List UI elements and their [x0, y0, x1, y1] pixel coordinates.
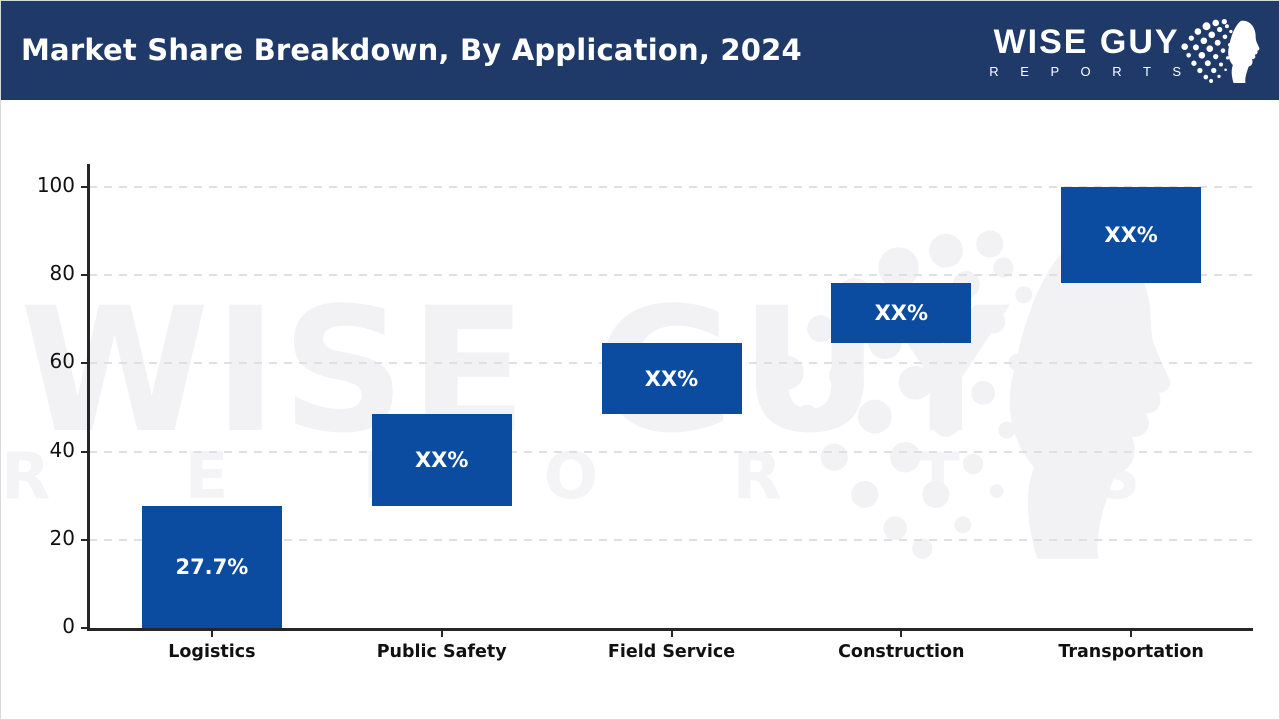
y-axis-line	[87, 164, 90, 630]
bar-transportation: XX%	[1061, 187, 1202, 283]
x-tick-mark-construction	[900, 628, 903, 637]
chart-title: Market Share Breakdown, By Application, …	[21, 33, 802, 67]
x-tick-mark-field-service	[670, 628, 673, 637]
y-tick-mark-60	[81, 362, 89, 365]
y-tick-label-60: 60	[49, 349, 75, 374]
x-tick-mark-logistics	[210, 628, 213, 637]
x-axis-line	[87, 627, 1253, 631]
y-tick-mark-20	[81, 538, 89, 541]
wiseguy-logo-text: WISE GUY R E P O R T S	[983, 25, 1190, 79]
chart-canvas: WISE GUY R E P O R T S 0 20 40 60 80 100 27.7%…	[1, 100, 1279, 719]
y-tick-label-20: 20	[49, 525, 75, 550]
bar-logistics: 27.7%	[141, 505, 282, 628]
bar-value-label-public-safety: XX%	[414, 447, 469, 472]
bar-value-label-logistics: 27.7%	[175, 554, 249, 579]
x-category-label-public-safety: Public Safety	[376, 642, 507, 662]
bar-public-safety: XX%	[371, 414, 512, 506]
x-tick-mark-public-safety	[440, 628, 443, 637]
watermark-reports-text: R E P O R T S	[1, 440, 1197, 514]
y-tick-label-100: 100	[36, 173, 75, 197]
bar-value-label-construction: XX%	[874, 300, 929, 325]
y-tick-mark-0	[81, 627, 89, 629]
bar-construction: XX%	[831, 282, 972, 344]
y-tick-mark-100	[81, 186, 89, 188]
gridline-80	[89, 274, 1253, 277]
x-tick-mark-transportation	[1130, 628, 1133, 637]
bar-value-label-field-service: XX%	[644, 366, 699, 391]
y-tick-label-0: 0	[62, 614, 75, 638]
wiseguy-logo-name: WISE GUY	[993, 23, 1180, 61]
gridline-20	[89, 538, 1253, 541]
x-category-label-logistics: Logistics	[168, 642, 256, 662]
bar-field-service: XX%	[601, 343, 742, 415]
wiseguy-logo-tagline: R E P O R T S	[989, 64, 1190, 79]
header-bar: Market Share Breakdown, By Application, …	[1, 1, 1279, 100]
x-category-label-construction: Construction	[838, 642, 965, 662]
y-tick-mark-80	[81, 274, 89, 277]
bar-value-label-transportation: XX%	[1104, 222, 1158, 247]
x-category-label-transportation: Transportation	[1058, 642, 1204, 662]
y-tick-label-40: 40	[49, 437, 75, 462]
y-tick-label-80: 80	[49, 261, 75, 286]
gridline-40	[89, 450, 1253, 453]
gridline-100	[89, 186, 1253, 188]
y-tick-mark-40	[81, 450, 89, 453]
wiseguy-logo: WISE GUY R E P O R T S	[983, 17, 1264, 83]
wiseguy-dotted-face-icon	[1181, 18, 1260, 83]
x-category-label-field-service: Field Service	[607, 642, 736, 662]
